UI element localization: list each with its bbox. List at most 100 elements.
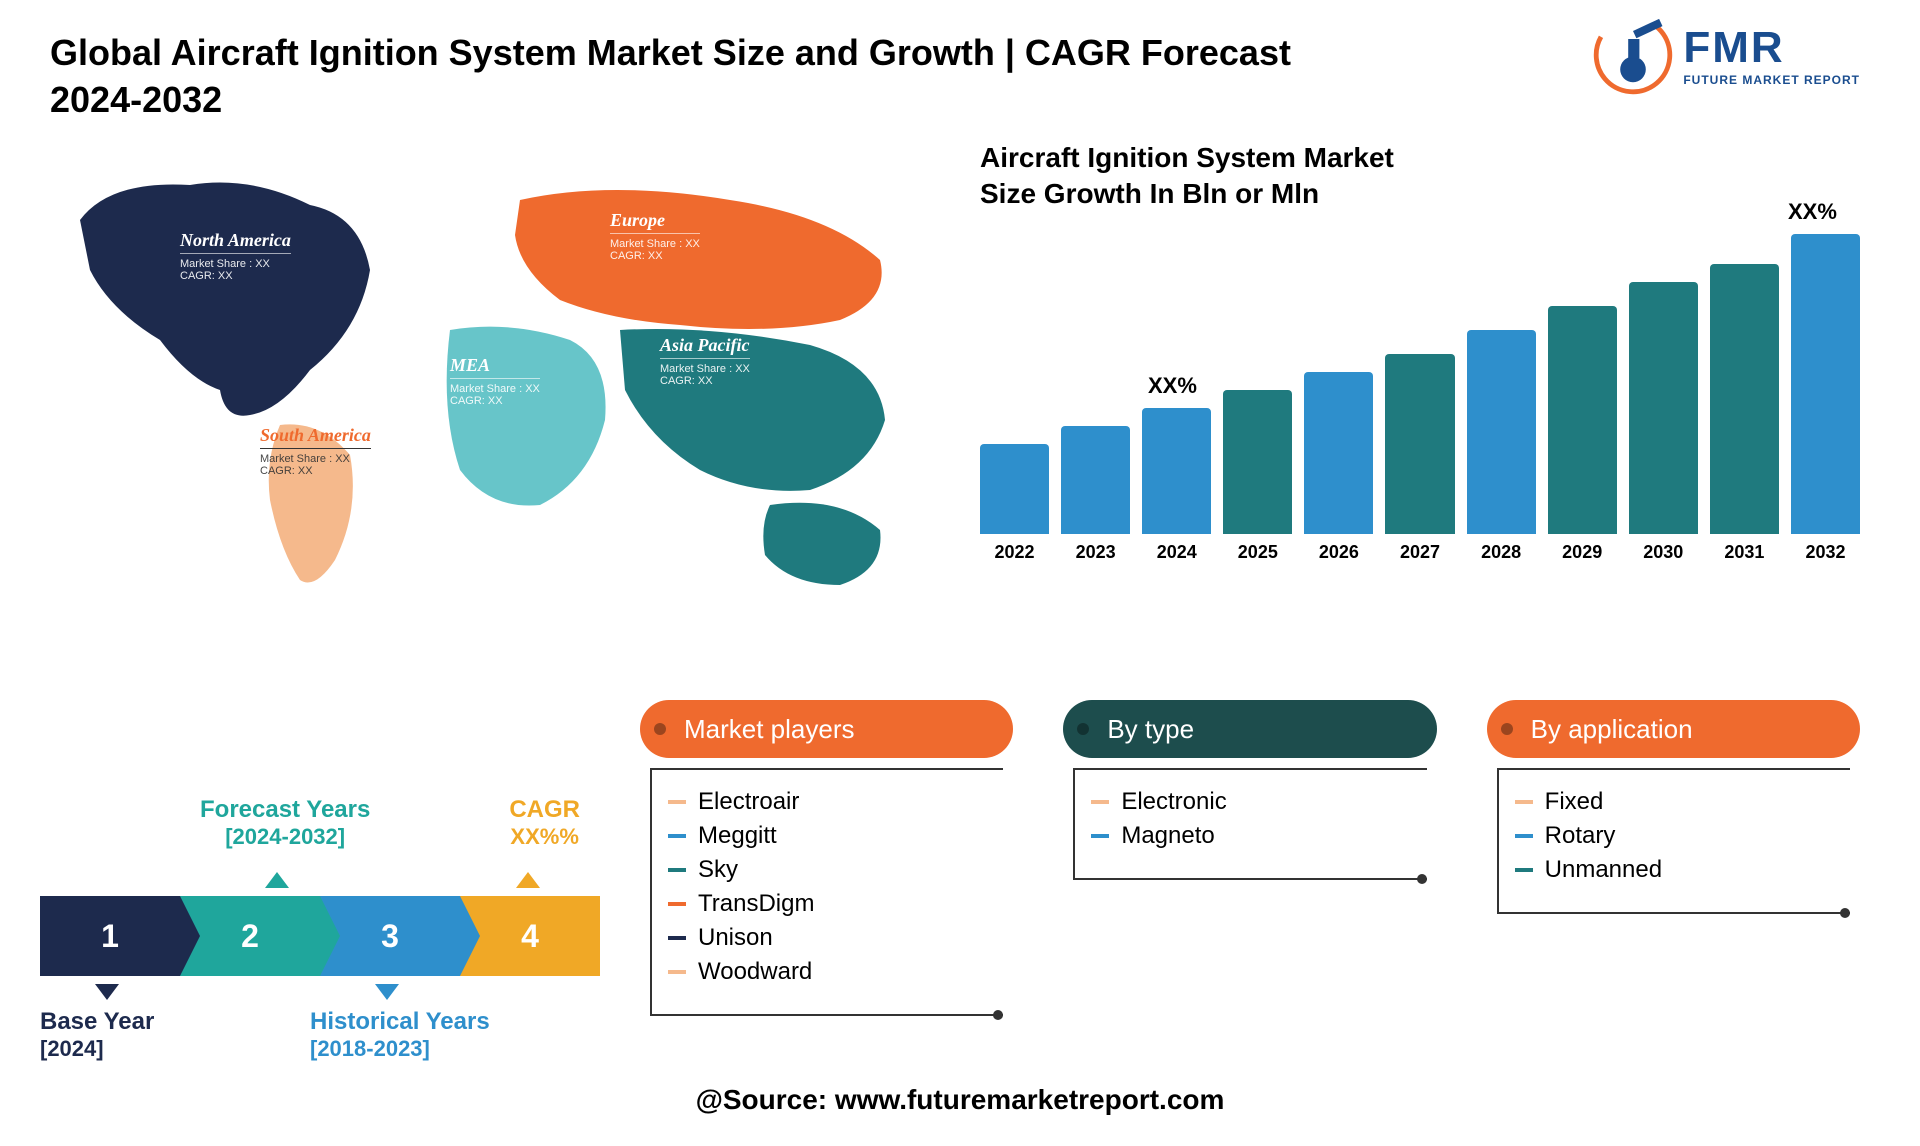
label-asia-pacific: Asia Pacific Market Share : XX CAGR: XX: [660, 335, 750, 387]
category-item-label: Sky: [698, 856, 738, 884]
forecast-years-label: Forecast Years [2024-2032]: [200, 796, 370, 850]
bar-year-label: 2023: [1076, 542, 1116, 563]
bar-year-label: 2028: [1481, 542, 1521, 563]
title-line1: Global Aircraft Ignition System Market S…: [50, 32, 1291, 73]
timeline-bar: 1234: [40, 896, 600, 976]
category-item-label: Electroair: [698, 788, 799, 816]
label-south-america: South America Market Share : XX CAGR: XX: [260, 425, 371, 477]
bar-year-label: 2026: [1319, 542, 1359, 563]
cagr-label: CAGR XX%%: [509, 796, 580, 850]
category-body: Electroair Meggitt Sky TransDigm Unison Woodw…: [640, 768, 1013, 1016]
bar: [980, 444, 1049, 534]
category-header: By application: [1487, 700, 1860, 758]
tick-icon: [1515, 834, 1533, 838]
bar: [1385, 354, 1454, 534]
bullet-icon: [1077, 723, 1089, 735]
bar-group: 2026: [1304, 372, 1373, 563]
tick-icon: [1515, 800, 1533, 804]
category-item: Electroair: [668, 788, 993, 816]
historical-years-label: Historical Years [2018-2023]: [310, 1008, 490, 1062]
tick-icon: [1091, 834, 1109, 838]
bar-year-label: 2022: [995, 542, 1035, 563]
category-item: Woodward: [668, 958, 993, 986]
bar-year-label: 2032: [1805, 542, 1845, 563]
timeline-section: Forecast Years [2024-2032] CAGR XX%% 123…: [40, 796, 600, 976]
fmr-logo: FMR FUTURE MARKET REPORT: [1593, 15, 1860, 95]
category-title: By application: [1531, 714, 1693, 745]
bar-group: 2029: [1548, 306, 1617, 563]
cagr-pointer-icon: [516, 872, 540, 888]
category-item-label: Unison: [698, 924, 773, 952]
region-mea: [447, 327, 606, 506]
bar-year-label: 2029: [1562, 542, 1602, 563]
bar-group: 2030: [1629, 282, 1698, 563]
bar-year-label: 2027: [1400, 542, 1440, 563]
category: Market players Electroair Meggitt Sky TransD…: [640, 700, 1013, 1016]
bar: [1223, 390, 1292, 534]
bar-year-label: 2031: [1724, 542, 1764, 563]
category-item-label: Unmanned: [1545, 856, 1662, 884]
bar: [1710, 264, 1779, 534]
category-item: Rotary: [1515, 822, 1840, 850]
timeline-segment: 4: [460, 896, 600, 976]
bar: [1629, 282, 1698, 534]
category-item: Unmanned: [1515, 856, 1840, 884]
tick-icon: [668, 936, 686, 940]
bar-group: 2025: [1223, 390, 1292, 563]
timeline-segment: 1: [40, 896, 180, 976]
growth-bar-chart: Aircraft Ignition System Market Size Gro…: [980, 140, 1860, 580]
source-attribution: @Source: www.futuremarketreport.com: [0, 1084, 1920, 1116]
region-north-america: [80, 183, 370, 416]
chart-title: Aircraft Ignition System Market Size Gro…: [980, 140, 1400, 213]
bar: [1548, 306, 1617, 534]
bar-year-label: 2024: [1157, 542, 1197, 563]
tick-icon: [1515, 868, 1533, 872]
category-item: Sky: [668, 856, 993, 884]
category-item-label: TransDigm: [698, 890, 814, 918]
historical-pointer-icon: [375, 984, 399, 1000]
tick-icon: [668, 800, 686, 804]
bar-annotation: XX%: [1788, 199, 1837, 225]
category-body: Electronic Magneto: [1063, 768, 1436, 880]
bar: [1304, 372, 1373, 534]
bar-year-label: 2030: [1643, 542, 1683, 563]
bar: [1791, 234, 1860, 534]
category-title: Market players: [684, 714, 855, 745]
category-item: Electronic: [1091, 788, 1416, 816]
base-year-label: Base Year [2024]: [40, 1008, 154, 1062]
category: By type Electronic Magneto: [1063, 700, 1436, 1016]
category-item-label: Fixed: [1545, 788, 1604, 816]
bar: [1142, 408, 1211, 534]
category-section: Market players Electroair Meggitt Sky TransD…: [640, 700, 1860, 1016]
category-item: TransDigm: [668, 890, 993, 918]
bar: [1467, 330, 1536, 534]
category-header: Market players: [640, 700, 1013, 758]
category-item-label: Meggitt: [698, 822, 777, 850]
category-item-label: Rotary: [1545, 822, 1616, 850]
tick-icon: [1091, 800, 1109, 804]
bar-group: 2022: [980, 444, 1049, 563]
bullet-icon: [1501, 723, 1513, 735]
timeline-segment: 2: [180, 896, 320, 976]
tick-icon: [668, 902, 686, 906]
category: By application Fixed Rotary Unmanned: [1487, 700, 1860, 1016]
category-title: By type: [1107, 714, 1194, 745]
label-mea: MEA Market Share : XX CAGR: XX: [450, 355, 540, 407]
world-map: North America Market Share : XX CAGR: XX…: [50, 160, 910, 580]
category-body: Fixed Rotary Unmanned: [1487, 768, 1860, 914]
title-line2: 2024-2032: [50, 79, 222, 120]
category-item-label: Electronic: [1121, 788, 1226, 816]
category-item-label: Magneto: [1121, 822, 1214, 850]
timeline-segment: 3: [320, 896, 460, 976]
base-pointer-icon: [95, 984, 119, 1000]
bar-group: 2023: [1061, 426, 1130, 563]
bar-group: 2027: [1385, 354, 1454, 563]
label-north-america: North America Market Share : XX CAGR: XX: [180, 230, 291, 282]
tick-icon: [668, 834, 686, 838]
forecast-pointer-icon: [265, 872, 289, 888]
bar-group: 2032: [1791, 234, 1860, 563]
category-item: Magneto: [1091, 822, 1416, 850]
bar-annotation: XX%: [1148, 373, 1197, 399]
region-australia: [763, 503, 880, 585]
tick-icon: [668, 868, 686, 872]
